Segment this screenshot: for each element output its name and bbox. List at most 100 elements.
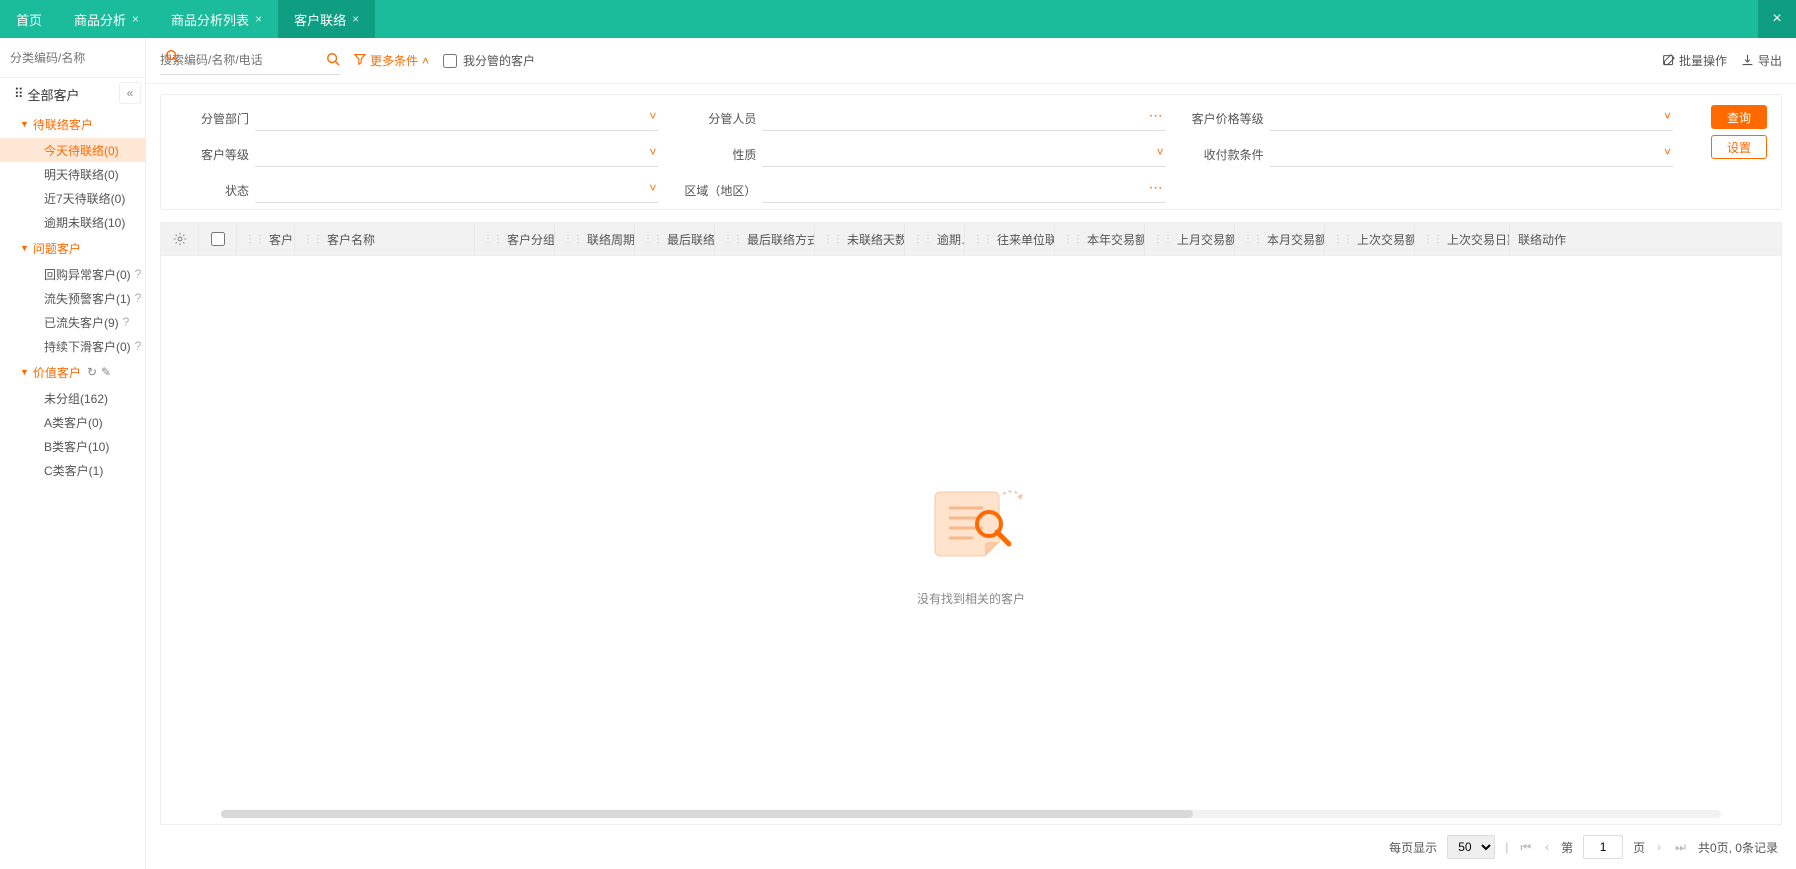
col-customer-code[interactable]: ⋮⋮客户… [237, 223, 295, 255]
sidebar-group-header[interactable]: ▼ 问题客户 [0, 234, 145, 262]
filter-payment-terms[interactable]: 收付款条件˅ [1190, 141, 1673, 167]
col-label: 客户分组 [507, 231, 555, 248]
sidebar-item-churned[interactable]: 已流失客户(9)? [0, 310, 145, 334]
page-prev-button[interactable]: ‹ [1543, 840, 1551, 854]
col-last-contact[interactable]: ⋮⋮最后联络… [635, 223, 715, 255]
filter-input[interactable]: ˅ [1270, 105, 1673, 131]
search-icon[interactable] [326, 52, 340, 69]
sidebar-search-input[interactable] [10, 51, 165, 65]
filter-input[interactable]: ˅ [255, 105, 658, 131]
filter-dept[interactable]: 分管部门˅ [175, 105, 658, 131]
sidebar-root[interactable]: ⠿ 全部客户 « [0, 78, 145, 110]
chevron-down-icon: ˅ [1157, 145, 1164, 159]
sidebar-item-class-a[interactable]: A类客户(0) [0, 410, 145, 434]
filter-input[interactable]: ˅ [762, 141, 1165, 167]
filter-price-level[interactable]: 客户价格等级˅ [1190, 105, 1673, 131]
page-next-button[interactable]: › [1655, 840, 1663, 854]
filter-input[interactable]: ⋯ [762, 177, 1165, 203]
tab-label: 商品分析 [74, 10, 126, 29]
tab-home[interactable]: 首页 [0, 0, 58, 38]
sidebar-item-ungrouped[interactable]: 未分组(162) [0, 386, 145, 410]
sidebar-group-value: ▼ 价值客户 ↻ ✎ 未分组(162) A类客户(0) B类客户(10) C类客… [0, 358, 145, 482]
help-icon[interactable]: ? [135, 291, 142, 305]
search-icon[interactable] [165, 49, 179, 66]
close-icon[interactable]: × [255, 12, 262, 26]
my-customers-checkbox[interactable]: 我分管的客户 [443, 52, 535, 69]
collapse-sidebar-button[interactable]: « [119, 82, 141, 104]
col-label: 本月交易额 [1267, 231, 1325, 248]
table-settings-button[interactable] [161, 223, 199, 255]
tab-customer-contact[interactable]: 客户联络 × [278, 0, 375, 38]
col-last-trade-date[interactable]: ⋮⋮上次交易日期 [1415, 223, 1510, 255]
filter-person[interactable]: 分管人员⋯ [682, 105, 1165, 131]
page-number-input[interactable] [1583, 835, 1623, 859]
export-button[interactable]: 导出 [1741, 52, 1782, 69]
batch-action-button[interactable]: 批量操作 [1662, 52, 1727, 69]
tab-product-analysis-list[interactable]: 商品分析列表 × [155, 0, 278, 38]
col-label: 联络动作 [1518, 231, 1566, 248]
col-last-month-amount[interactable]: ⋮⋮上月交易额 [1145, 223, 1235, 255]
sidebar-item-overdue[interactable]: 逾期未联络(10) [0, 210, 145, 234]
caret-down-icon: ▼ [20, 243, 29, 253]
query-button[interactable]: 查询 [1711, 105, 1767, 129]
col-contact-action[interactable]: 联络动作 [1510, 223, 1781, 255]
page-suffix: 页 [1633, 839, 1645, 856]
sidebar-item-tomorrow[interactable]: 明天待联络(0) [0, 162, 145, 186]
page-last-button[interactable]: ⏭ [1673, 840, 1688, 855]
table-header: ⋮⋮客户… ⋮⋮客户名称 ⋮⋮客户分组 ⋮⋮联络周期 ⋮⋮最后联络… ⋮⋮最后联… [160, 222, 1782, 256]
refresh-icon[interactable]: ↻ [87, 365, 97, 379]
sidebar-item-7days[interactable]: 近7天待联络(0) [0, 186, 145, 210]
per-page-select[interactable]: 50 [1447, 835, 1495, 859]
close-icon[interactable]: × [352, 12, 359, 26]
filter-region[interactable]: 区域（地区）⋯ [682, 177, 1165, 203]
filter-status[interactable]: 状态˅ [175, 177, 658, 203]
col-partner-contact[interactable]: ⋮⋮往来单位联… [965, 223, 1055, 255]
sidebar-item-class-c[interactable]: C类客户(1) [0, 458, 145, 482]
help-icon[interactable]: ? [135, 267, 142, 281]
col-label: 逾期… [937, 231, 965, 248]
sidebar-item-label: A类客户(0) [44, 414, 103, 431]
search-input[interactable] [160, 53, 326, 67]
caret-down-icon: ▼ [20, 119, 29, 129]
close-all-button[interactable]: × [1758, 0, 1796, 38]
col-days-no-contact[interactable]: ⋮⋮未联络天数 [815, 223, 905, 255]
sidebar-group-header[interactable]: ▼ 待联络客户 [0, 110, 145, 138]
more-conditions-toggle[interactable]: 更多条件 ˄ [354, 52, 429, 69]
select-all-input[interactable] [211, 232, 225, 246]
col-year-amount[interactable]: ⋮⋮本年交易额 [1055, 223, 1145, 255]
select-all-checkbox[interactable] [199, 223, 237, 255]
close-icon[interactable]: × [132, 12, 139, 26]
filter-input[interactable]: ⋯ [762, 105, 1165, 131]
sidebar-item-today[interactable]: 今天待联络(0) [0, 138, 145, 162]
sidebar-item-label: 已流失客户(9) [44, 314, 119, 331]
filter-input[interactable]: ˅ [255, 177, 658, 203]
chevron-down-icon: ˅ [1664, 145, 1671, 159]
filter-input[interactable]: ˅ [1270, 141, 1673, 167]
filter-nature[interactable]: 性质˅ [682, 141, 1165, 167]
help-icon[interactable]: ? [135, 339, 142, 353]
col-overdue[interactable]: ⋮⋮逾期… [905, 223, 965, 255]
filter-input[interactable]: ˅ [255, 141, 658, 167]
my-customers-checkbox-input[interactable] [443, 54, 457, 68]
settings-button[interactable]: 设置 [1711, 135, 1767, 159]
gear-icon [173, 232, 187, 246]
page-first-button[interactable]: ⏮ [1518, 840, 1533, 855]
tab-product-analysis[interactable]: 商品分析 × [58, 0, 155, 38]
col-last-contact-method[interactable]: ⋮⋮最后联络方式 [715, 223, 815, 255]
sidebar-item-label: 持续下滑客户(0) [44, 338, 131, 355]
col-last-trade-amount[interactable]: ⋮⋮上次交易额 [1325, 223, 1415, 255]
col-customer-group[interactable]: ⋮⋮客户分组 [475, 223, 555, 255]
col-this-month-amount[interactable]: ⋮⋮本月交易额 [1235, 223, 1325, 255]
sidebar-item-class-b[interactable]: B类客户(10) [0, 434, 145, 458]
col-customer-name[interactable]: ⋮⋮客户名称 [295, 223, 475, 255]
sidebar-item-churn-warning[interactable]: 流失预警客户(1)? [0, 286, 145, 310]
h-scrollbar-thumb[interactable] [221, 810, 1193, 818]
filter-customer-level[interactable]: 客户等级˅ [175, 141, 658, 167]
help-icon[interactable]: ? [123, 315, 130, 329]
drag-icon: ⋮⋮ [723, 234, 743, 245]
edit-icon[interactable]: ✎ [101, 365, 111, 379]
sidebar-item-declining[interactable]: 持续下滑客户(0)? [0, 334, 145, 358]
col-contact-cycle[interactable]: ⋮⋮联络周期 [555, 223, 635, 255]
sidebar-item-repurchase-abnormal[interactable]: 回购异常客户(0)? [0, 262, 145, 286]
sidebar-group-header[interactable]: ▼ 价值客户 ↻ ✎ [0, 358, 145, 386]
